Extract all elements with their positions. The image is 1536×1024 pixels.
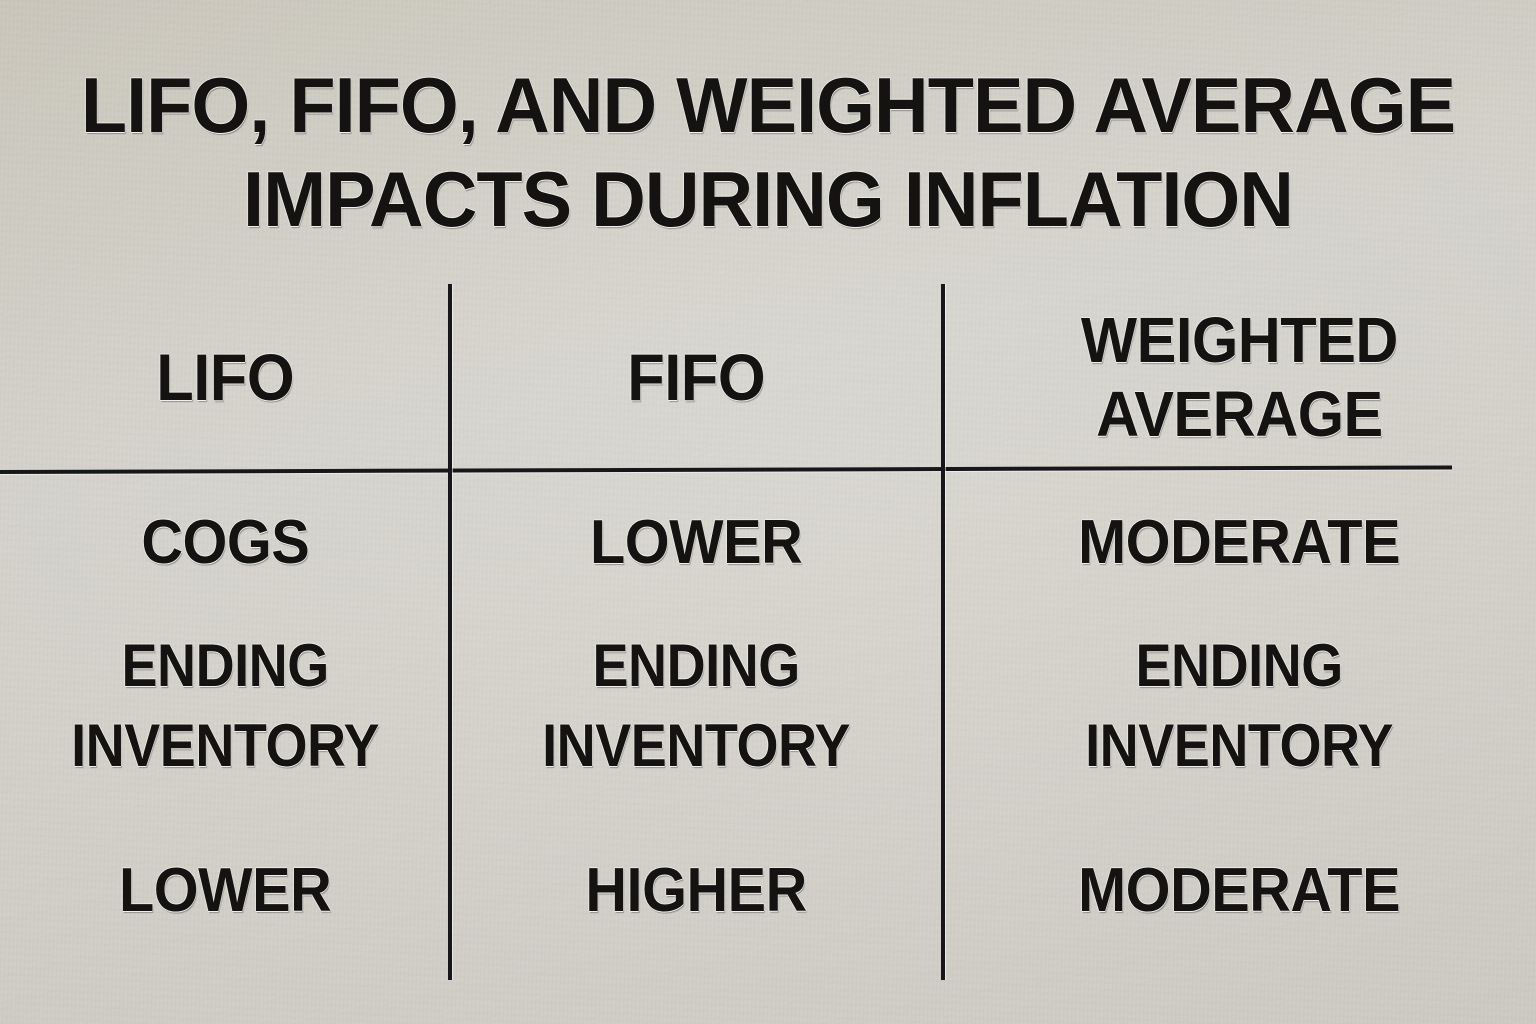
column-header-weighted-average: WEIGHTED AVERAGE [943,284,1536,470]
page-title: LIFO, FIFO, AND WEIGHTED AVERAGE IMPACTS… [0,58,1536,246]
table-cell-r2c3: ENDING INVENTORY [943,615,1536,797]
table-cell-r2c1: ENDING INVENTORY [0,615,450,797]
column-header-lifo-label: LIFO [156,340,294,414]
table-cell-r3c1: LOWER [0,797,450,984]
page-title-line-1: LIFO, FIFO, AND WEIGHTED AVERAGE [80,61,1456,149]
column-header-fifo-label: FIFO [627,340,766,414]
column-header-weighted-average-line-1: WEIGHTED [1080,304,1399,376]
table-cell-r2c2: ENDING INVENTORY [450,615,943,797]
table-cell-r3c1-label: LOWER [118,855,332,925]
table-cell-r1c3-label: MODERATE [1078,507,1401,577]
column-divider-1 [448,284,452,980]
table-cell-r2c1-line-2: INVENTORY [70,712,379,779]
table-cell-r1c1-label: COGS [141,507,309,577]
table-cell-r3c3-label: MODERATE [1078,855,1401,925]
table-cell-r2c2-line-1: ENDING [592,632,801,699]
comparison-table: LIFO FIFO WEIGHTED AVERAGE COGS LOWER [0,284,1536,984]
table-cell-r1c1: COGS [0,470,450,615]
column-header-fifo: FIFO [450,284,943,470]
table-cell-r1c2-label: LOWER [590,507,803,577]
page-title-line-2: IMPACTS DURING INFLATION [243,155,1294,243]
table-cell-r2c3-line-2: INVENTORY [1085,712,1394,779]
table-cell-r2c3-line-1: ENDING [1135,632,1344,699]
column-divider-2 [941,284,945,980]
column-header-weighted-average-line-2: AVERAGE [1096,378,1383,450]
table-cell-r3c2-label: HIGHER [585,855,808,925]
table-cell-r1c3: MODERATE [943,470,1536,615]
table-cell-r2c1-line-1: ENDING [121,632,329,699]
table-cell-r2c2-line-2: INVENTORY [542,712,851,779]
table-cell-r1c2: LOWER [450,470,943,615]
column-header-lifo: LIFO [0,284,450,470]
table-cell-r3c3: MODERATE [943,797,1536,984]
table-cell-r3c2: HIGHER [450,797,943,984]
